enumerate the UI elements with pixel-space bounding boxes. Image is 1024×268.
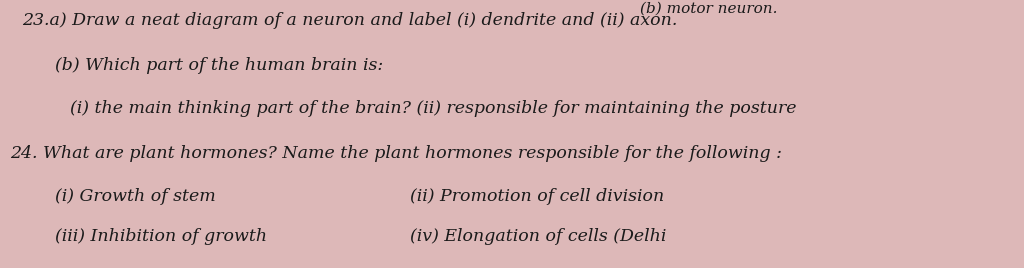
Text: (i) Growth of stem: (i) Growth of stem: [55, 188, 216, 205]
Text: (iii) Inhibition of growth: (iii) Inhibition of growth: [55, 228, 267, 245]
Text: (i) the main thinking part of the brain? (ii) responsible for maintaining the po: (i) the main thinking part of the brain?…: [70, 100, 797, 117]
Text: (ii) Promotion of cell division: (ii) Promotion of cell division: [410, 188, 665, 205]
Text: (b) Which part of the human brain is:: (b) Which part of the human brain is:: [55, 57, 383, 74]
Text: 23.a) Draw a neat diagram of a neuron and label (i) dendrite and (ii) axon.: 23.a) Draw a neat diagram of a neuron an…: [22, 12, 677, 29]
Text: (iv) Elongation of cells (Delhi: (iv) Elongation of cells (Delhi: [410, 228, 667, 245]
Text: (b) motor neuron.: (b) motor neuron.: [640, 2, 777, 16]
Text: 24. What are plant hormones? Name the plant hormones responsible for the followi: 24. What are plant hormones? Name the pl…: [10, 145, 782, 162]
